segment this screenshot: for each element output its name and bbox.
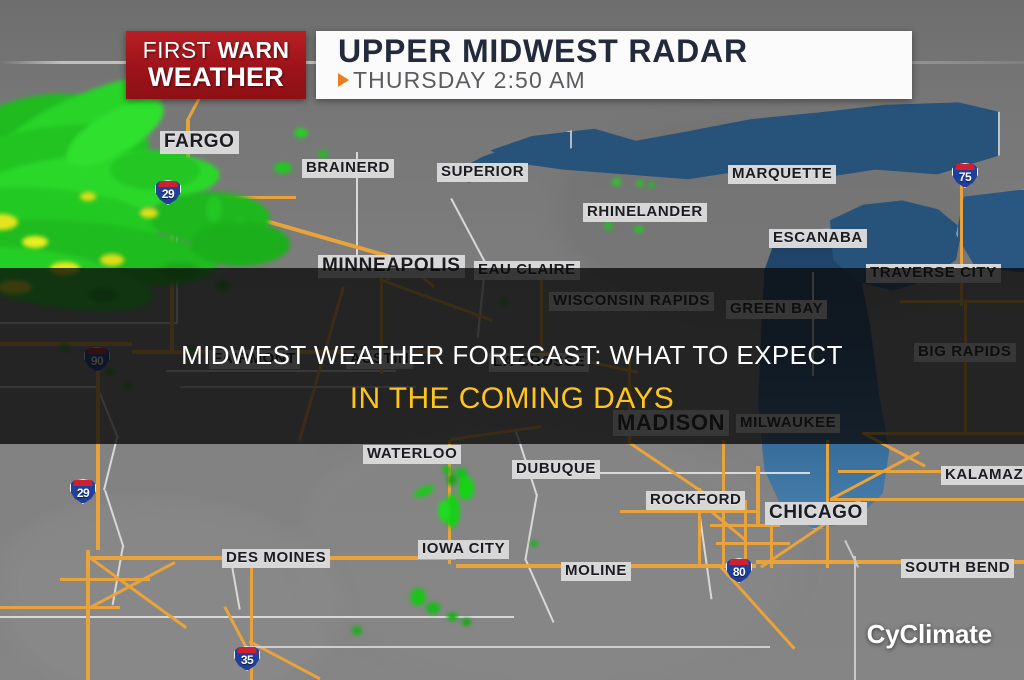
city-label-waterloo: WATERLOO (363, 445, 462, 464)
radar-echo (294, 128, 308, 138)
interstate-road (698, 488, 701, 566)
interstate-road (620, 510, 760, 513)
shield-route-number: 35 (240, 653, 254, 667)
radar-echo (530, 540, 538, 547)
radar-echo (442, 466, 452, 474)
interstate-road (756, 466, 760, 526)
logo-warn-text: WARN (217, 36, 290, 63)
shield-route-number: 80 (732, 565, 746, 579)
interstate-road (96, 350, 100, 550)
radar-echo (438, 500, 450, 522)
logo-first-text: FIRST (142, 36, 218, 63)
city-label-brainerd: BRAINERD (302, 159, 394, 178)
city-label-escanaba: ESCANABA (769, 229, 867, 248)
radar-echo (206, 196, 222, 222)
title-bar: UPPER MIDWEST RADAR THURSDAY 2:50 AM (316, 31, 912, 99)
timestamp-label: THURSDAY 2:50 AM (353, 66, 586, 93)
interstate-road (960, 180, 963, 306)
page-title: UPPER MIDWEST RADAR (338, 33, 748, 69)
state-border (0, 616, 262, 618)
city-label-rockford: ROCKFORD (646, 491, 746, 510)
city-label-des-moines: DES MOINES (222, 549, 331, 568)
interstate-road (716, 542, 790, 545)
radar-echo (604, 222, 613, 230)
city-label-rhinelander: RHINELANDER (583, 203, 707, 222)
city-label-moline: MOLINE (561, 562, 631, 581)
shield-route-number: 29 (76, 486, 90, 500)
radar-echo (636, 180, 644, 187)
city-label-fargo: FARGO (160, 131, 239, 154)
radar-echo (458, 476, 474, 500)
headline-overlay-band: MIDWEST WEATHER FORECAST: WHAT TO EXPECT… (0, 268, 1024, 444)
interstate-road (86, 550, 90, 680)
shield-route-number: 75 (958, 170, 972, 184)
interstate-road (250, 556, 253, 680)
land-shade (0, 500, 340, 680)
shield-banner (73, 480, 93, 486)
state-border (356, 152, 358, 278)
city-label-iowa-city: IOWA CITY (418, 540, 510, 559)
interstate-road (838, 470, 1024, 473)
city-label-kalamazoo: KALAMAZOO (941, 466, 1024, 485)
city-label-superior: SUPERIOR (437, 163, 529, 182)
title-sub-row: THURSDAY 2:50 AM (338, 66, 912, 93)
watermark-logo: CyClimate (866, 619, 993, 649)
interstate-road (710, 524, 780, 527)
interstate-shield-75: 75 (952, 163, 978, 188)
logo-line2: WEATHER (148, 61, 284, 92)
lake-huron-edge (956, 188, 1024, 274)
radar-echo (352, 626, 362, 635)
radar-echo (410, 588, 426, 606)
radar-echo (447, 612, 458, 621)
logo-line1: FIRST WARN (142, 36, 290, 63)
interstate-shield-29: 29 (70, 479, 96, 504)
headline-line-2: IN THE COMING DAYS (349, 381, 675, 415)
radar-echo (612, 178, 621, 186)
interstate-road (0, 606, 120, 609)
radar-echo (318, 150, 328, 158)
interstate-road (756, 560, 1024, 564)
interstate-road (744, 500, 747, 570)
headline-line-1: MIDWEST WEATHER FORECAST: WHAT TO EXPECT (181, 340, 843, 370)
state-border (262, 616, 514, 618)
rail-line (854, 556, 856, 680)
city-label-marquette: MARQUETTE (728, 165, 837, 184)
first-warn-weather-logo: FIRST WARN WEATHER (126, 31, 306, 99)
radar-echo (426, 602, 440, 614)
city-label-dubuque: DUBUQUE (512, 460, 601, 479)
radar-echo (447, 474, 456, 486)
radar-echo (462, 618, 471, 626)
river-border (102, 437, 118, 491)
city-label-south-bend: SOUTH BEND (901, 559, 1015, 578)
state-border (600, 472, 810, 474)
city-label-chicago: CHICAGO (765, 502, 867, 525)
interstate-shield-80: 80 (726, 558, 752, 583)
interstate-shield-35: 35 (234, 646, 260, 671)
rail-line (250, 646, 770, 648)
radar-echo (648, 182, 655, 188)
interstate-road (770, 512, 773, 568)
interstate-shield-29: 29 (155, 180, 181, 205)
interstate-road (60, 578, 150, 581)
play-caret-icon (338, 72, 349, 87)
radar-echo (634, 226, 644, 233)
shield-route-number: 29 (161, 187, 175, 201)
shield-banner (237, 647, 257, 653)
shield-banner (158, 181, 178, 187)
shield-banner (955, 164, 975, 170)
shield-banner (729, 559, 749, 565)
interstate-road (830, 498, 1024, 501)
radar-echo (274, 162, 292, 174)
radar-echo (234, 214, 246, 224)
